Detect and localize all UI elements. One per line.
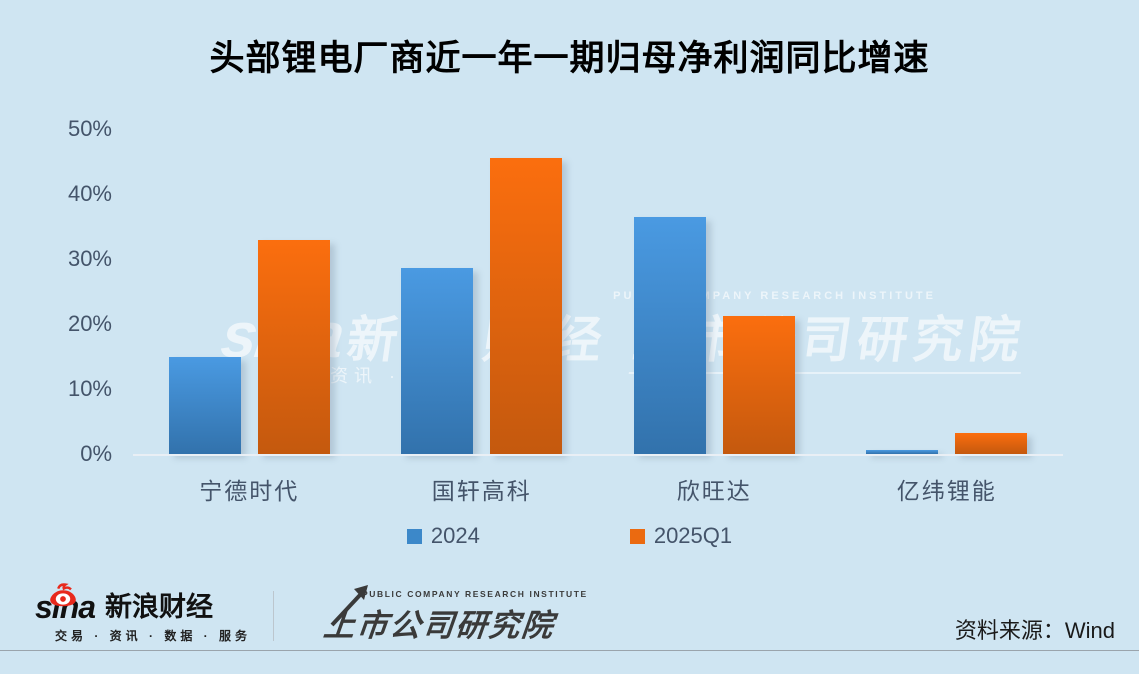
research-institute-logo: PUBLIC COMPANY RESEARCH INSTITUTE 上市公司研究…	[296, 585, 588, 645]
legend: 2024 2025Q1	[0, 523, 1139, 549]
legend-label: 2025Q1	[653, 523, 733, 548]
y-tick-label: 40%	[67, 181, 112, 206]
y-tick-label: 20%	[67, 311, 112, 336]
y-tick-label: 50%	[67, 116, 112, 141]
bar-2024	[168, 356, 241, 454]
category-axis: 宁德时代 国轩高科 欣旺达 亿纬锂能	[133, 472, 1063, 506]
legend-swatch-icon	[406, 528, 422, 544]
y-tick-label: 30%	[67, 246, 112, 271]
chart-title: 头部锂电厂商近一年一期归母净利润同比增速	[209, 39, 930, 78]
sina-finance-name: 新浪财经	[105, 592, 214, 622]
institute-name: 上市公司研究院	[321, 608, 557, 643]
bar-2025Q1	[955, 432, 1028, 454]
bar-2024	[401, 268, 474, 454]
footer: sina 新浪财经 交易 · 资讯 · 数据 · 服务 PUBLIC COMPA…	[35, 583, 588, 647]
data-source-label: 资料来源：Wind	[954, 618, 1115, 643]
legend-item-2025Q1: 2025Q1	[629, 523, 733, 549]
category-label: 欣旺达	[676, 478, 752, 504]
legend-swatch-icon	[629, 528, 645, 544]
footer-divider	[273, 591, 274, 641]
legend-item-2024: 2024	[406, 523, 480, 549]
bar-groups	[133, 129, 1063, 454]
bar-2025Q1	[490, 157, 563, 454]
y-tick-label: 0%	[80, 441, 112, 466]
institute-name-en: PUBLIC COMPANY RESEARCH INSTITUTE	[362, 589, 588, 599]
bar-2024	[866, 450, 939, 454]
category-label: 国轩高科	[431, 478, 532, 504]
plot-area: PUBLIC COMPANY RESEARCH INSTITUTE sina 新…	[133, 129, 1063, 456]
legend-label: 2024	[430, 523, 480, 548]
bar-group	[133, 129, 366, 454]
bar-group	[598, 129, 831, 454]
x-axis-baseline	[133, 454, 1063, 456]
sina-tagline: 交易 · 资讯 · 数据 · 服务	[55, 629, 251, 643]
sina-finance-logo: sina 新浪财经 交易 · 资讯 · 数据 · 服务	[35, 583, 251, 644]
bar-2025Q1	[722, 316, 795, 454]
category-label: 宁德时代	[199, 478, 300, 504]
bar-group	[831, 129, 1064, 454]
bar-2025Q1	[257, 240, 330, 454]
y-axis: 0% 10% 20% 30% 40% 50%	[0, 116, 112, 466]
bar-group	[366, 129, 599, 454]
up-arrow-icon	[326, 583, 374, 632]
category-label: 亿纬锂能	[896, 478, 997, 504]
y-tick-label: 10%	[67, 376, 112, 401]
sina-eye-icon	[47, 582, 79, 613]
bar-2024	[633, 217, 706, 454]
footer-rule	[0, 650, 1139, 651]
